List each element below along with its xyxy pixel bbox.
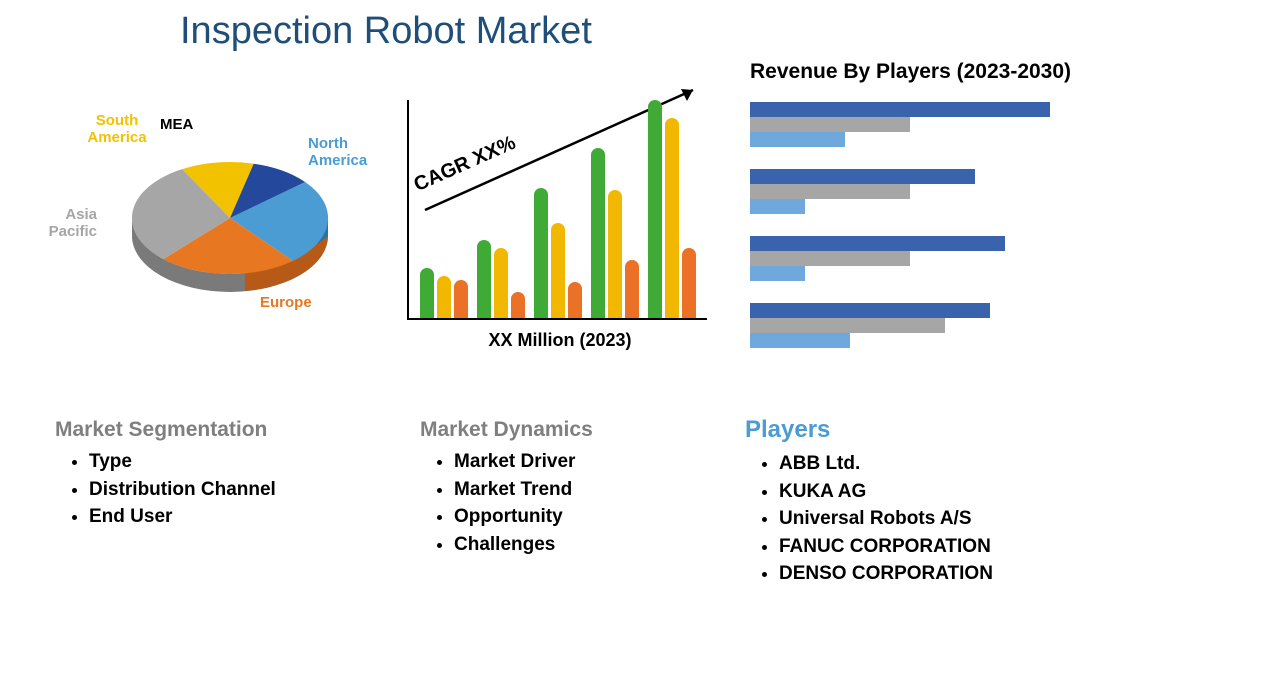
bar-green [534, 188, 548, 318]
bar-yellow [437, 276, 451, 318]
hbar-dark-blue [750, 236, 1005, 251]
hbar-group [750, 236, 1100, 281]
pie-label-text: Europe [260, 294, 312, 311]
players-item: DENSO CORPORATION [779, 560, 993, 588]
pie-label-text: South America [87, 112, 146, 146]
market-dynamics-list: Market DriverMarket TrendOpportunityChal… [420, 448, 593, 558]
pie-chart-svg [120, 140, 340, 310]
players-item: Universal Robots A/S [779, 505, 993, 533]
pie-label-south-america: South America [82, 112, 152, 146]
hbar-dark-blue [750, 102, 1050, 117]
hbar-dark-blue [750, 303, 990, 318]
market-dynamics-heading: Market Dynamics [420, 418, 593, 442]
bar-chart-region: CAGR XX% XX Million (2023) [405, 90, 715, 370]
hbar-grey [750, 117, 910, 132]
hbar-group [750, 102, 1100, 147]
pie-chart-region: North America Europe Asia Pacific South … [50, 100, 380, 320]
players-list: ABB Ltd.KUKA AGUniversal Robots A/SFANUC… [745, 450, 993, 588]
segmentation-item: Distribution Channel [89, 476, 276, 504]
hbar-light-blue [750, 266, 805, 281]
bar-group [646, 100, 698, 318]
market-segmentation-block: Market Segmentation TypeDistribution Cha… [55, 418, 276, 531]
players-heading: Players [745, 416, 993, 444]
bar-orange [625, 260, 639, 318]
hbar-light-blue [750, 132, 845, 147]
bar-orange [454, 280, 468, 318]
bar-green [477, 240, 491, 318]
hbar-dark-blue [750, 169, 975, 184]
bar-group [589, 148, 641, 318]
dynamics-item: Market Trend [454, 476, 593, 504]
pie-label-text: MEA [160, 116, 193, 133]
bar-chart [407, 100, 707, 320]
dynamics-item: Challenges [454, 531, 593, 559]
market-segmentation-heading: Market Segmentation [55, 418, 276, 442]
bar-yellow [551, 223, 565, 318]
segmentation-item: End User [89, 503, 276, 531]
hbar-group [750, 303, 1100, 348]
bar-yellow [494, 248, 508, 318]
hbar-light-blue [750, 333, 850, 348]
players-block: Players ABB Ltd.KUKA AGUniversal Robots … [745, 416, 993, 588]
pie-label-mea: MEA [160, 116, 193, 133]
hbar-grey [750, 251, 910, 266]
revenue-by-players-region: Revenue By Players (2023-2030) [750, 60, 1100, 340]
players-item: FANUC CORPORATION [779, 533, 993, 561]
bar-green [648, 100, 662, 318]
bar-orange [568, 282, 582, 318]
players-item: ABB Ltd. [779, 450, 993, 478]
bar-orange [682, 248, 696, 318]
dynamics-item: Market Driver [454, 448, 593, 476]
page-title: Inspection Robot Market [180, 10, 592, 53]
bar-yellow [608, 190, 622, 318]
hbar-light-blue [750, 199, 805, 214]
pie-label-north-america: North America [308, 135, 378, 169]
bar-orange [511, 292, 525, 318]
revenue-by-players-title: Revenue By Players (2023-2030) [750, 60, 1100, 84]
pie-label-text: North America [308, 135, 367, 169]
hbar-grey [750, 184, 910, 199]
bar-group [475, 240, 527, 318]
hbar-container [750, 102, 1100, 348]
bar-green [420, 268, 434, 318]
hbar-group [750, 169, 1100, 214]
pie-label-text: Asia Pacific [49, 206, 97, 240]
market-segmentation-list: TypeDistribution ChannelEnd User [55, 448, 276, 531]
hbar-grey [750, 318, 945, 333]
bar-yellow [665, 118, 679, 318]
market-dynamics-block: Market Dynamics Market DriverMarket Tren… [420, 418, 593, 558]
dynamics-item: Opportunity [454, 503, 593, 531]
bar-green [591, 148, 605, 318]
players-item: KUKA AG [779, 478, 993, 506]
bar-group [532, 188, 584, 318]
bar-chart-caption: XX Million (2023) [405, 330, 715, 351]
bar-group [418, 268, 470, 318]
segmentation-item: Type [89, 448, 276, 476]
pie-label-asia-pacific: Asia Pacific [42, 206, 97, 240]
pie-label-europe: Europe [260, 294, 312, 311]
